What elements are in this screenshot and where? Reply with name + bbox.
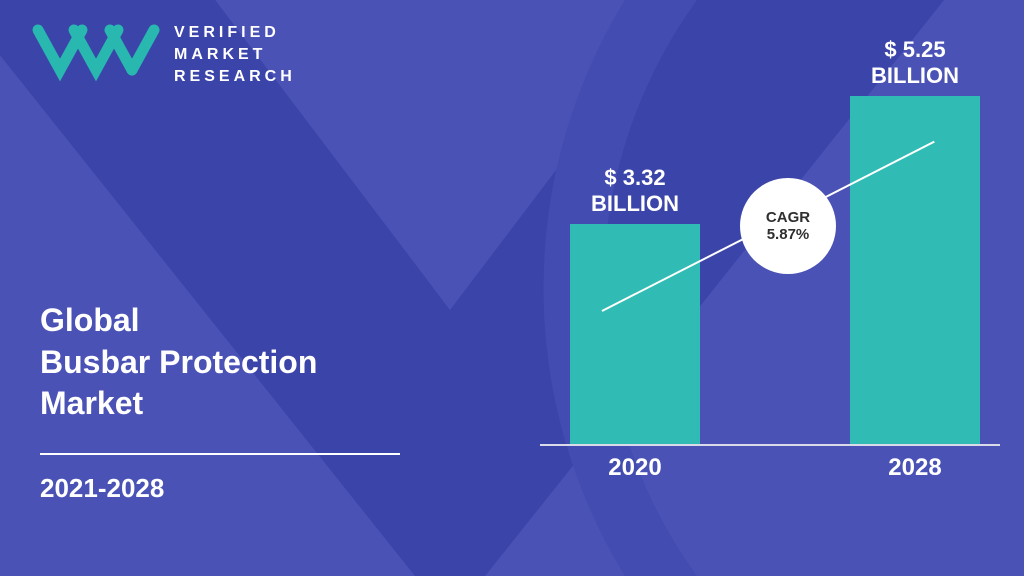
bar-2028 — [850, 96, 980, 444]
title-line-3: Market — [40, 383, 400, 425]
bar-chart: $ 3.32 BILLION 2020 $ 5.25 BILLION 2028 … — [540, 60, 1000, 490]
infographic-canvas: VERIFIED MARKET RESEARCH Global Busbar P… — [0, 0, 1024, 576]
logo: VERIFIED MARKET RESEARCH — [30, 22, 296, 88]
logo-text: VERIFIED MARKET RESEARCH — [174, 22, 296, 88]
logo-text-line1: VERIFIED — [174, 22, 296, 44]
date-range: 2021-2028 — [40, 473, 400, 504]
bar-label-2028: $ 5.25 BILLION — [845, 37, 985, 88]
bar-unit-2028: BILLION — [845, 63, 985, 88]
logo-mark — [30, 22, 160, 82]
title-divider — [40, 453, 400, 455]
logo-text-line2: MARKET — [174, 44, 296, 66]
bar-value-2028: $ 5.25 — [845, 37, 985, 62]
x-category-2028: 2028 — [845, 454, 985, 482]
title-line-2: Busbar Protection — [40, 342, 400, 384]
cagr-value: 5.87% — [767, 226, 810, 243]
bar-label-2020: $ 3.32 BILLION — [565, 165, 705, 216]
bar-value-2020: $ 3.32 — [565, 165, 705, 190]
cagr-badge: CAGR 5.87% — [740, 178, 836, 274]
x-category-2020: 2020 — [565, 454, 705, 482]
logo-text-line3: RESEARCH — [174, 66, 296, 88]
cagr-label: CAGR — [766, 209, 810, 226]
title-block: Global Busbar Protection Market 2021-202… — [40, 300, 400, 504]
title-line-1: Global — [40, 300, 400, 342]
bar-unit-2020: BILLION — [565, 191, 705, 216]
chart-baseline — [540, 444, 1000, 446]
bar-2020 — [570, 224, 700, 444]
